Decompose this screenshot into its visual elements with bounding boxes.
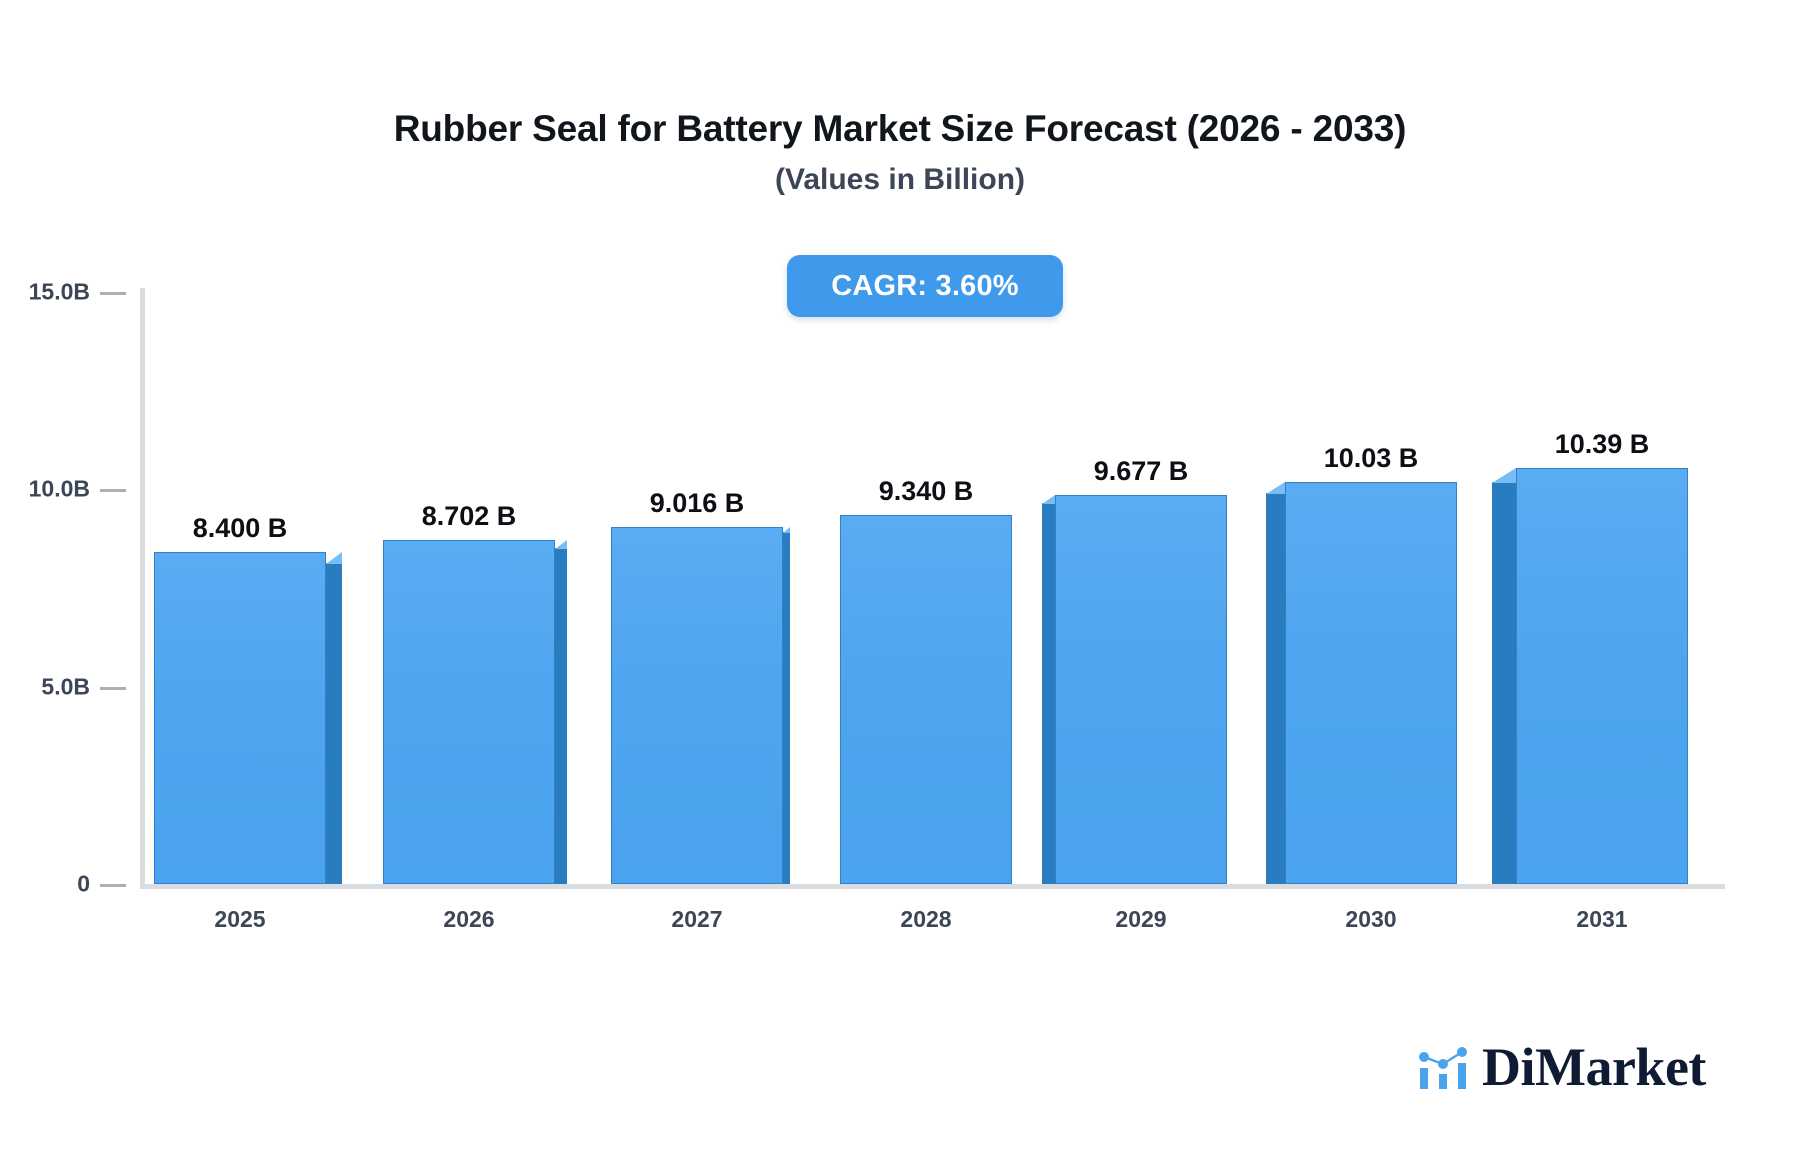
x-axis-label-2028: 2028 [900,906,952,932]
bar-front-face [1516,468,1688,884]
bar-front-face [1285,482,1457,884]
x-axis-label-2025: 2025 [214,906,266,932]
bar-value-label-2031: 10.39 B [1554,429,1650,459]
x-axis-label-2027: 2027 [671,906,723,932]
bar-2030 [1266,482,1457,884]
brand-name: DiMarket [1482,1037,1706,1097]
bar-2029 [1042,495,1227,884]
x-axis-line [140,884,1725,889]
bar-side-face [783,532,790,884]
x-axis-label-2029: 2029 [1115,906,1167,932]
bar-value-label-2028: 9.340 B [878,476,974,506]
y-tick-10 [100,489,126,492]
bar-top-face [783,527,790,533]
bar-2027 [611,527,790,884]
bar-value-label-2027: 9.016 B [649,488,745,518]
bar-top-face [326,552,342,564]
y-tick-0 [100,884,126,887]
cagr-badge-label: CAGR: 3.60% [831,269,1019,302]
y-axis-label-10: 10.0B [28,475,90,502]
y-axis-line [140,288,145,888]
chart-subtitle: (Values in Billion) [774,163,1026,196]
bar-value-label-2025: 8.400 B [192,513,288,543]
bar-side-face [1266,493,1285,884]
bar-value-label-2029: 9.677 B [1093,456,1189,486]
bar-top-face [1042,495,1055,504]
bar-front-face [154,552,326,884]
y-axis-label-15: 15.0B [28,278,90,305]
bar-2031 [1492,468,1688,884]
x-axis-label-2031: 2031 [1576,906,1628,932]
bar-front-face [1055,495,1227,884]
bar-2026 [383,540,567,884]
bar-value-label-2026: 8.702 B [421,501,517,531]
page-title: Rubber Seal for Battery Market Size Fore… [393,108,1407,149]
bar-side-face [326,563,342,884]
bar-chart-icon [1419,1047,1467,1089]
y-axis-label-5: 5.0B [41,673,90,700]
bar-2025 [154,552,342,884]
cagr-badge: CAGR: 3.60% [787,255,1063,317]
bar-side-face [1492,482,1516,884]
bar-side-face [1042,503,1055,884]
bar-value-label-2030: 10.03 B [1323,443,1419,473]
bar-front-face [611,527,783,884]
brand-logo: DiMarket [1418,1040,1706,1094]
y-axis-label-0: 0 [77,870,90,897]
bar-front-face [383,540,555,884]
y-tick-15 [100,292,126,295]
bar-front-face [840,515,1012,884]
bar-2028 [840,515,1012,884]
y-tick-5 [100,687,126,690]
x-axis-label-2030: 2030 [1345,906,1397,932]
x-axis-label-2026: 2026 [443,906,495,932]
bar-side-face [555,548,567,884]
bar-top-face [555,540,567,549]
